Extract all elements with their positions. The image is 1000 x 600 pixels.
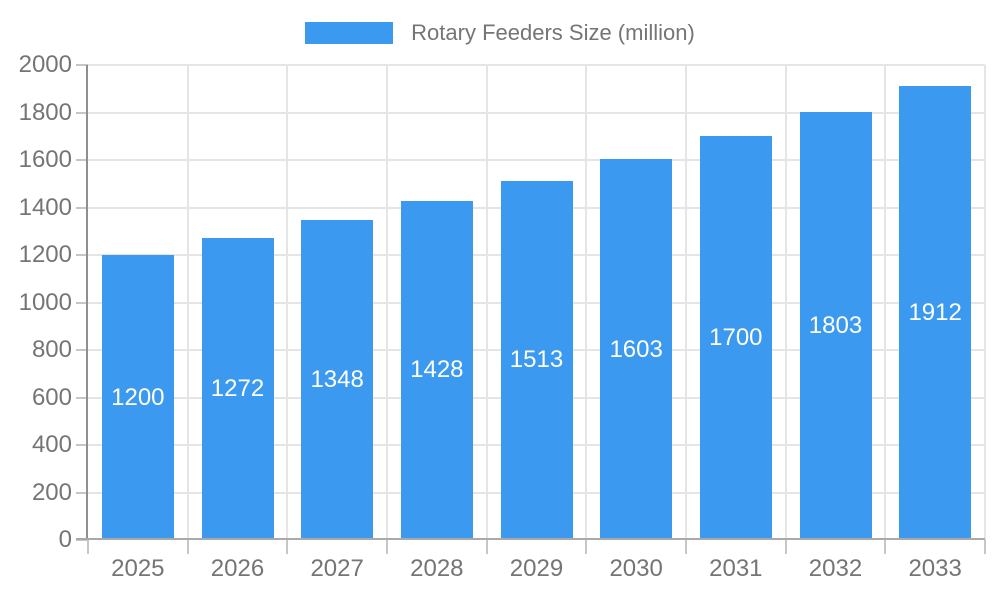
x-tick [87,540,89,554]
x-tick [585,540,588,554]
x-tick-label: 2027 [310,555,364,582]
y-tick-label: 200 [31,478,72,506]
bar-value-label: 1200 [111,383,165,411]
x-tick [984,540,986,554]
bar-value-label: 1803 [808,311,863,339]
bar-value-label: 1428 [410,356,464,384]
y-tick-label: 1400 [18,193,72,221]
y-tick-label: 1800 [18,98,72,126]
y-tick-label: 0 [58,526,72,553]
bar[interactable]: 1200 [101,255,174,540]
y-tick [76,444,88,446]
y-tick-label: 2000 [18,51,72,78]
h-gridline [88,64,985,66]
x-tick [186,540,189,554]
bar[interactable]: 1912 [899,85,972,540]
bar-value-label: 1272 [210,374,265,402]
v-gridline [286,65,289,540]
x-tick-label: 2032 [808,555,863,582]
y-tick-label: 1600 [18,146,72,173]
y-tick-label: 800 [31,336,72,363]
h-gridline [88,159,985,161]
y-tick [76,254,88,256]
v-gridline [585,65,588,540]
x-tick-label: 2033 [908,555,962,582]
bar[interactable]: 1428 [400,200,473,540]
y-tick [76,301,88,304]
y-axis-line [86,65,88,540]
y-tick [76,491,88,494]
y-tick [76,111,88,114]
v-gridline [884,65,887,540]
x-tick [884,540,887,554]
bar-value-label: 1603 [609,335,663,363]
legend-item[interactable]: Rotary Feeders Size (million) [0,20,1000,46]
x-tick-label: 2025 [111,555,165,582]
bar[interactable]: 1513 [500,180,573,540]
x-tick [386,540,388,554]
h-gridline [88,111,985,114]
x-axis-line [76,538,985,540]
v-gridline [984,65,986,540]
bar-value-label: 1700 [709,324,763,352]
x-tick-label: 2031 [709,555,763,582]
bar-value-label: 1348 [310,365,364,393]
x-tick-label: 2029 [509,555,564,582]
x-tick-label: 2028 [410,555,464,582]
v-gridline [386,65,388,540]
bar[interactable]: 1603 [600,159,673,540]
bar-value-label: 1513 [509,346,564,374]
legend-swatch [305,22,394,44]
y-tick-label: 600 [31,383,72,411]
bar[interactable]: 1272 [201,237,274,540]
bar-value-label: 1912 [908,298,962,326]
x-tick [784,540,787,554]
v-gridline [685,65,687,540]
bar[interactable]: 1803 [799,111,872,540]
v-gridline [485,65,488,540]
v-gridline [784,65,787,540]
bar[interactable]: 1700 [699,136,772,540]
y-tick [76,349,88,351]
y-tick [76,159,88,161]
x-tick-label: 2030 [609,555,663,582]
x-tick [685,540,687,554]
x-tick-label: 2026 [210,555,265,582]
y-tick-label: 1000 [18,288,72,316]
x-tick [485,540,488,554]
bar[interactable]: 1348 [301,219,374,540]
y-tick [76,206,88,209]
x-tick [286,540,289,554]
v-gridline [186,65,189,540]
legend-label: Rotary Feeders Size (million) [411,20,695,45]
y-tick [76,539,88,541]
y-tick-label: 400 [31,431,72,458]
y-tick-label: 1200 [18,241,72,268]
y-tick [76,64,88,66]
y-tick [76,396,88,399]
